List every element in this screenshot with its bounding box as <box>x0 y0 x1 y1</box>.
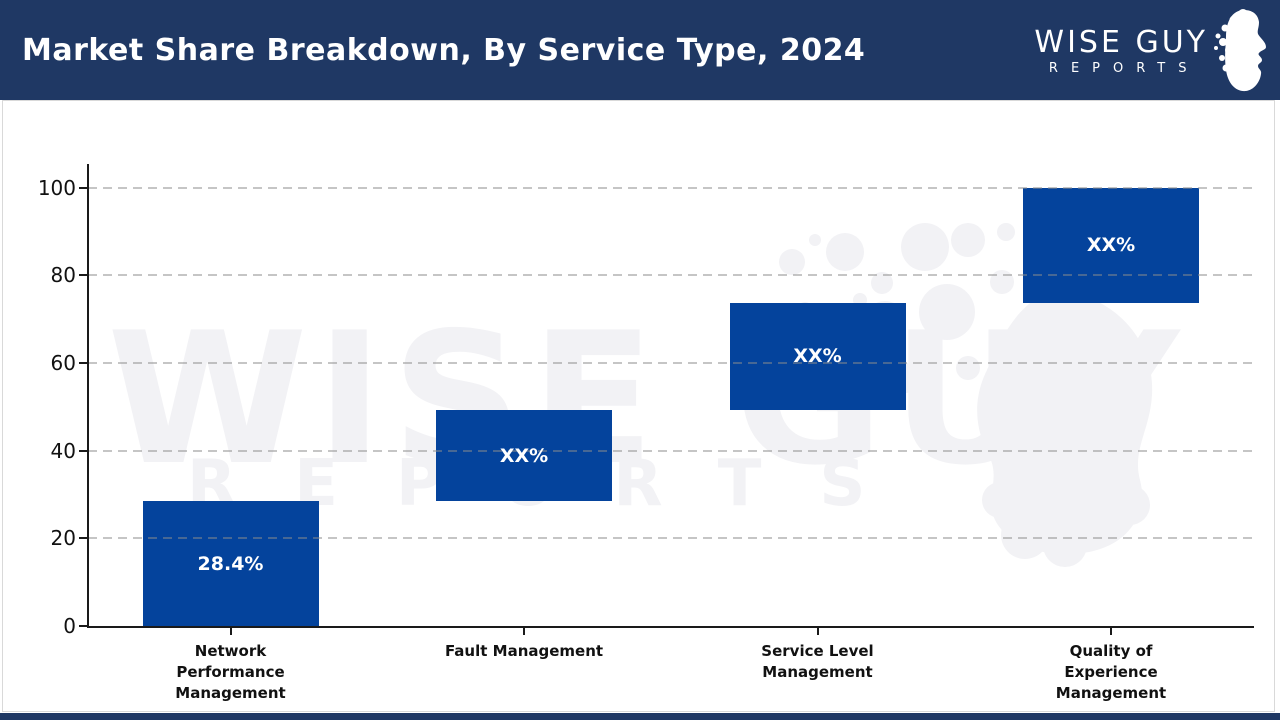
y-tick-label: 100 <box>37 175 76 200</box>
logo: WISE GUY REPORTS <box>1034 6 1270 94</box>
logo-text: WISE GUY REPORTS <box>1034 25 1208 76</box>
y-tick-label: 40 <box>50 438 76 463</box>
y-tick <box>79 449 88 452</box>
y-tick <box>79 186 88 189</box>
y-axis <box>87 164 89 628</box>
y-tick-label: 20 <box>50 526 76 551</box>
gridline <box>88 537 1253 540</box>
x-tick <box>523 627 525 635</box>
header-bar: Market Share Breakdown, By Service Type,… <box>0 0 1280 100</box>
bar-segment <box>1023 187 1199 303</box>
logo-head-icon <box>1214 9 1266 92</box>
bar-value-label: XX% <box>1086 234 1136 257</box>
gridline <box>88 449 1253 452</box>
x-axis-label: Quality of Experience Management <box>1055 642 1167 702</box>
gridline <box>88 274 1253 277</box>
footer-bar <box>0 713 1280 720</box>
bar-value-label: XX% <box>499 444 549 467</box>
page-title: Market Share Breakdown, By Service Type,… <box>22 32 866 68</box>
watermark-head-icon <box>779 223 1153 567</box>
logo-wordmark: WISE GUY <box>1034 24 1208 60</box>
y-tick-label: 0 <box>63 614 76 638</box>
bar-segment <box>436 409 612 502</box>
logo-subtitle: REPORTS <box>1048 60 1200 76</box>
x-axis-label: Service Level Management <box>761 642 874 681</box>
y-tick <box>79 537 88 540</box>
y-tick <box>79 361 88 364</box>
bar-segment <box>729 302 906 410</box>
x-axis-label: Fault Management <box>444 642 604 660</box>
x-tick <box>816 627 819 635</box>
gridline <box>88 361 1253 364</box>
bar-value-label: 28.4% <box>197 552 264 575</box>
x-tick <box>229 627 232 635</box>
y-tick <box>79 625 88 627</box>
y-tick-label: 60 <box>50 350 76 375</box>
y-tick-label: 80 <box>50 263 76 288</box>
x-axis-label: Network Performance Management <box>175 642 286 702</box>
x-tick <box>1110 627 1112 635</box>
gridline <box>88 186 1253 189</box>
x-axis <box>87 626 1254 628</box>
bar-value-label: XX% <box>793 345 842 368</box>
y-tick <box>79 274 88 277</box>
bar-segment <box>142 501 319 626</box>
